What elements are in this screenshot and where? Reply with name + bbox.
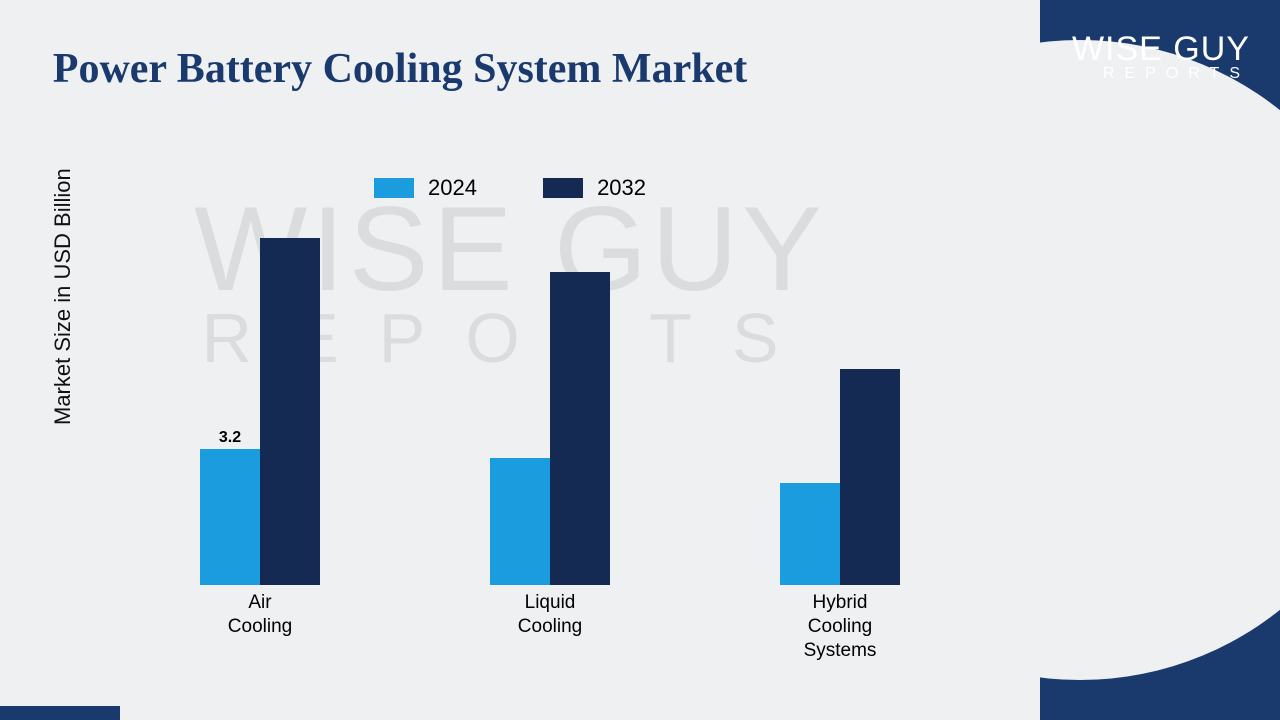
brand-logo: WISE GUY REPORTS — [1072, 30, 1250, 83]
legend-item-2024: 2024 — [374, 175, 477, 201]
category-label: LiquidCooling — [450, 585, 650, 639]
legend-item-2032: 2032 — [543, 175, 646, 201]
bar — [260, 238, 320, 585]
plot-area: 3.2AirCoolingLiquidCoolingHybridCoolingS… — [200, 225, 960, 585]
bar — [550, 272, 610, 585]
legend-swatch-icon — [543, 178, 583, 198]
figure-canvas: WISE GUY REPORTS Power Battery Cooling S… — [0, 0, 1280, 720]
category-label: AirCooling — [160, 585, 360, 639]
legend-label: 2032 — [597, 175, 646, 201]
bar — [780, 483, 840, 585]
brand-line1: WISE GUY — [1072, 30, 1250, 69]
bottom-strip — [0, 706, 120, 720]
bar: 3.2 — [200, 449, 260, 585]
legend-swatch-icon — [374, 178, 414, 198]
legend: 2024 2032 — [60, 175, 960, 204]
bar — [490, 458, 550, 585]
y-axis-label: Market Size in USD Billion — [50, 168, 76, 425]
chart-area: Market Size in USD Billion 2024 2032 3.2… — [60, 175, 960, 655]
bar-value-label: 3.2 — [200, 429, 260, 447]
legend-label: 2024 — [428, 175, 477, 201]
bar — [840, 369, 900, 585]
chart-title: Power Battery Cooling System Market — [0, 45, 800, 93]
category-label: HybridCoolingSystems — [740, 585, 940, 662]
